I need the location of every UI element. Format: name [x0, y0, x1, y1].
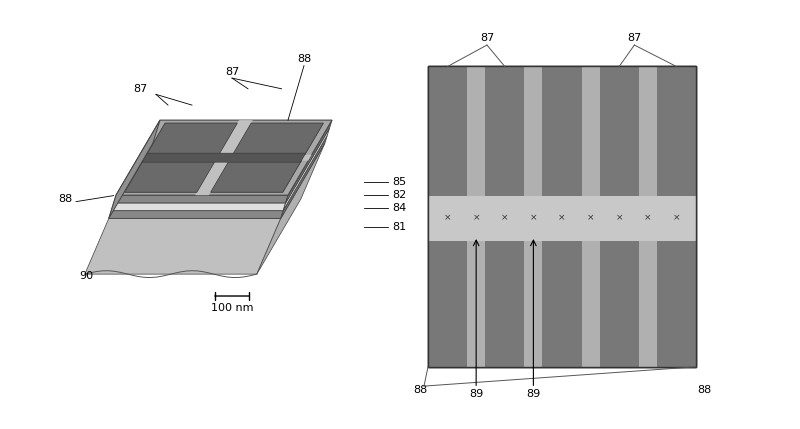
Bar — [524, 66, 542, 196]
Bar — [428, 66, 696, 367]
Bar — [428, 241, 467, 367]
Bar — [601, 241, 638, 367]
Text: ×: × — [615, 214, 623, 223]
Bar — [542, 66, 582, 196]
Bar — [638, 66, 657, 196]
Bar — [486, 241, 524, 367]
Text: 82: 82 — [392, 190, 406, 200]
Bar — [601, 66, 638, 196]
Polygon shape — [111, 203, 286, 211]
Bar — [428, 241, 466, 367]
Bar — [657, 241, 696, 367]
Polygon shape — [286, 120, 332, 203]
Text: 84: 84 — [392, 203, 406, 213]
Text: 100 nm: 100 nm — [210, 303, 254, 313]
Polygon shape — [109, 143, 325, 218]
Bar — [638, 66, 658, 367]
Text: ×: × — [644, 214, 651, 223]
Text: ×: × — [501, 214, 509, 223]
Text: ×: × — [673, 214, 680, 223]
Bar — [428, 66, 696, 367]
Polygon shape — [146, 123, 238, 155]
Bar — [543, 66, 581, 196]
Polygon shape — [210, 161, 302, 192]
Text: 88: 88 — [697, 384, 711, 395]
Polygon shape — [116, 120, 332, 195]
Bar — [582, 241, 600, 367]
Polygon shape — [142, 153, 306, 162]
Polygon shape — [283, 128, 330, 211]
Text: 87: 87 — [480, 33, 494, 43]
Bar — [428, 66, 696, 367]
Polygon shape — [85, 218, 281, 274]
Polygon shape — [109, 120, 160, 218]
Polygon shape — [125, 160, 215, 192]
Bar — [600, 66, 638, 196]
Polygon shape — [233, 123, 323, 154]
Bar — [600, 241, 638, 367]
Text: 87: 87 — [133, 84, 147, 94]
Text: 88: 88 — [413, 384, 427, 395]
Bar — [542, 241, 582, 367]
Bar — [658, 66, 696, 196]
Bar — [638, 241, 657, 367]
Bar — [582, 66, 600, 196]
Text: 90: 90 — [79, 271, 94, 281]
Polygon shape — [257, 143, 325, 274]
Text: ×: × — [530, 214, 537, 223]
Polygon shape — [233, 123, 323, 154]
Bar — [486, 241, 523, 367]
Polygon shape — [109, 211, 283, 218]
Bar — [657, 66, 696, 196]
Text: 87: 87 — [225, 67, 239, 77]
Text: ×: × — [444, 214, 451, 223]
Bar — [543, 241, 581, 367]
Text: 88: 88 — [297, 54, 311, 64]
Bar — [467, 241, 486, 367]
Text: ×: × — [558, 214, 566, 223]
Bar — [581, 66, 601, 367]
Text: 88: 88 — [58, 193, 73, 204]
Bar — [486, 66, 524, 196]
Polygon shape — [146, 123, 238, 155]
Bar — [658, 241, 696, 367]
Bar — [428, 66, 466, 196]
Bar — [428, 196, 696, 241]
Bar — [467, 66, 486, 196]
Polygon shape — [281, 136, 327, 218]
Bar — [486, 66, 523, 196]
Text: 85: 85 — [392, 177, 406, 187]
Polygon shape — [125, 160, 215, 192]
Bar — [466, 66, 486, 367]
Bar — [428, 66, 467, 196]
Polygon shape — [136, 155, 312, 160]
Bar — [523, 66, 543, 367]
Polygon shape — [210, 161, 302, 192]
Text: ×: × — [473, 214, 480, 223]
Polygon shape — [114, 195, 288, 203]
Polygon shape — [195, 120, 253, 195]
Text: 89: 89 — [526, 389, 541, 399]
Text: 81: 81 — [392, 222, 406, 233]
Text: 89: 89 — [469, 389, 483, 399]
Bar — [524, 241, 542, 367]
Text: ×: × — [587, 214, 594, 223]
Text: 87: 87 — [627, 33, 642, 43]
